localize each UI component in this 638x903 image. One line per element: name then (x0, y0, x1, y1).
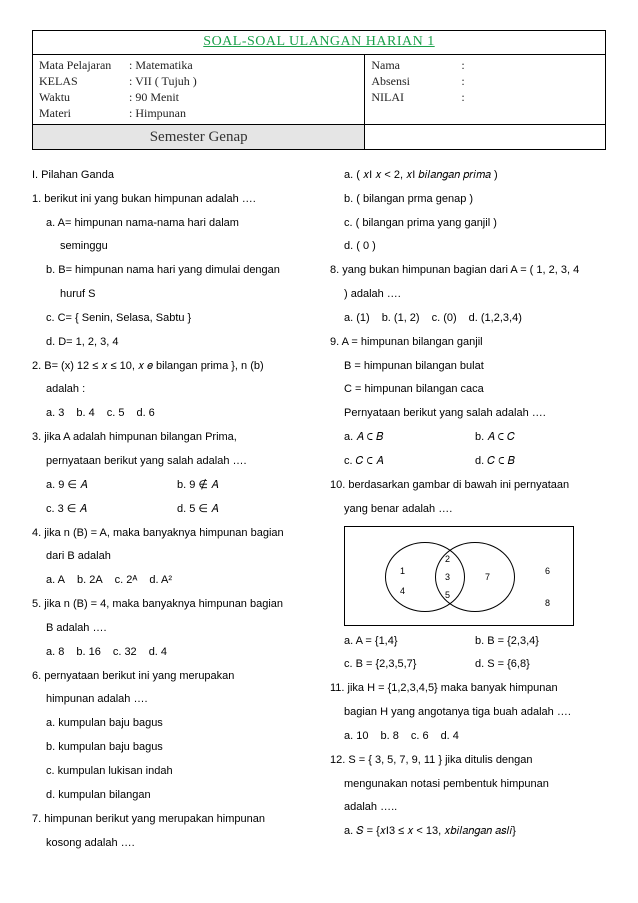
text-line: c. kumpulan lukisan indah (32, 764, 308, 779)
text-line: a. 𝐴 ⊂ 𝐵b. 𝐴 ⊂ 𝐶 (330, 430, 606, 445)
semester-label: Semester Genap (33, 124, 365, 149)
text-line: 11. jika H = {1,2,3,4,5} maka banyak him… (330, 681, 606, 696)
text-line: a. A = {1,4}b. B = {2,3,4} (330, 634, 606, 649)
text-line: 8. yang bukan himpunan bagian dari A = (… (330, 263, 606, 278)
text-line: dari B adalah (32, 549, 308, 564)
text-line: I. Pilahan Ganda (32, 168, 308, 183)
text-line: c. 𝐶 ⊂ 𝐴d. 𝐶 ⊂ 𝐵 (330, 454, 606, 469)
text-line: 4. jika n (B) = A, maka banyaknya himpun… (32, 526, 308, 541)
text-line: huruf S (32, 287, 308, 302)
text-line: a. A= himpunan nama-nama hari dalam (32, 216, 308, 231)
text-line: 10. berdasarkan gambar di bawah ini pern… (330, 478, 606, 493)
text-line: b. ( bilangan prma genap ) (330, 192, 606, 207)
header-table: SOAL-SOAL ULANGAN HARIAN 1 Mata Pelajara… (32, 30, 606, 150)
text-line: a. 𝑆 = {𝑥I3 ≤ 𝑥 < 13, 𝑥𝑏𝑖𝑙𝑎𝑛𝑔𝑎𝑛 𝑎𝑠𝑙𝑖} (330, 824, 606, 839)
text-line: a. kumpulan baju bagus (32, 716, 308, 731)
text-line: seminggu (32, 239, 308, 254)
text-line: d. kumpulan bilangan (32, 788, 308, 803)
text-line: 9. A = himpunan bilangan ganjil (330, 335, 606, 350)
text-line: c. C= { Senin, Selasa, Sabtu } (32, 311, 308, 326)
text-line: a. 9 ∈ 𝐴b. 9 ∉ 𝐴 (32, 478, 308, 493)
text-line: c. 3 ∈ 𝐴d. 5 ∈ 𝐴 (32, 502, 308, 517)
text-line: yang benar adalah …. (330, 502, 606, 517)
text-line: bagian H yang angotanya tiga buah adalah… (330, 705, 606, 720)
text-line: adalah ….. (330, 800, 606, 815)
text-line: Pernyataan berikut yang salah adalah …. (330, 406, 606, 421)
text-line: mengunakan notasi pembentuk himpunan (330, 777, 606, 792)
text-line: himpunan adalah …. (32, 692, 308, 707)
text-line: c. ( bilangan prima yang ganjil ) (330, 216, 606, 231)
text-line: b. B= himpunan nama hari yang dimulai de… (32, 263, 308, 278)
text-line: b. kumpulan baju bagus (32, 740, 308, 755)
text-line: a. Ab. 2Ac. 2ᴬd. A² (32, 573, 308, 588)
text-line: 7. himpunan berikut yang merupakan himpu… (32, 812, 308, 827)
text-line: a. 10b. 8c. 6d. 4 (330, 729, 606, 744)
text-line: c. B = {2,3,5,7}d. S = {6,8} (330, 657, 606, 672)
text-line: B = himpunan bilangan bulat (330, 359, 606, 374)
text-line: a. 8b. 16c. 32d. 4 (32, 645, 308, 660)
text-line: ) adalah …. (330, 287, 606, 302)
text-line: 3. jika A adalah himpunan bilangan Prima… (32, 430, 308, 445)
text-line: 2. B= (x) 12 ≤ 𝑥 ≤ 10, 𝑥 𝑒 bilangan prim… (32, 359, 308, 374)
content-columns: I. Pilahan Ganda 1. berikut ini yang buka… (32, 168, 606, 859)
header-right: Nama:Absensi:NILAI: (365, 54, 606, 124)
text-line: adalah : (32, 382, 308, 397)
text-line: kosong adalah …. (32, 836, 308, 851)
right-column: a. ( 𝑥I 𝑥 < 2, 𝑥I 𝑏𝑖𝑙𝑎𝑛𝑔𝑎𝑛 𝑝𝑟𝑖𝑚𝑎 ) b. ( b… (330, 168, 606, 859)
text-line: a. 3b. 4c. 5d. 6 (32, 406, 308, 421)
text-line: 6. pernyataan berikut ini yang merupakan (32, 669, 308, 684)
text-line: pernyataan berikut yang salah adalah …. (32, 454, 308, 469)
venn-diagram: 1 4 2 3 5 7 6 8 (344, 526, 574, 626)
text-line: C = himpunan bilangan caca (330, 382, 606, 397)
text-line: a. ( 𝑥I 𝑥 < 2, 𝑥I 𝑏𝑖𝑙𝑎𝑛𝑔𝑎𝑛 𝑝𝑟𝑖𝑚𝑎 ) (330, 168, 606, 183)
text-line: 5. jika n (B) = 4, maka banyaknya himpun… (32, 597, 308, 612)
left-column: I. Pilahan Ganda 1. berikut ini yang buka… (32, 168, 308, 859)
text-line: d. ( 0 ) (330, 239, 606, 254)
exam-title: SOAL-SOAL ULANGAN HARIAN 1 (33, 31, 606, 55)
header-left: Mata Pelajaran: MatematikaKELAS: VII ( T… (33, 54, 365, 124)
text-line: 12. S = { 3, 5, 7, 9, 11 } jika ditulis … (330, 753, 606, 768)
text-line: a. (1)b. (1, 2)c. (0)d. (1,2,3,4) (330, 311, 606, 326)
text-line: 1. berikut ini yang bukan himpunan adala… (32, 192, 308, 207)
text-line: d. D= 1, 2, 3, 4 (32, 335, 308, 350)
text-line: B adalah …. (32, 621, 308, 636)
